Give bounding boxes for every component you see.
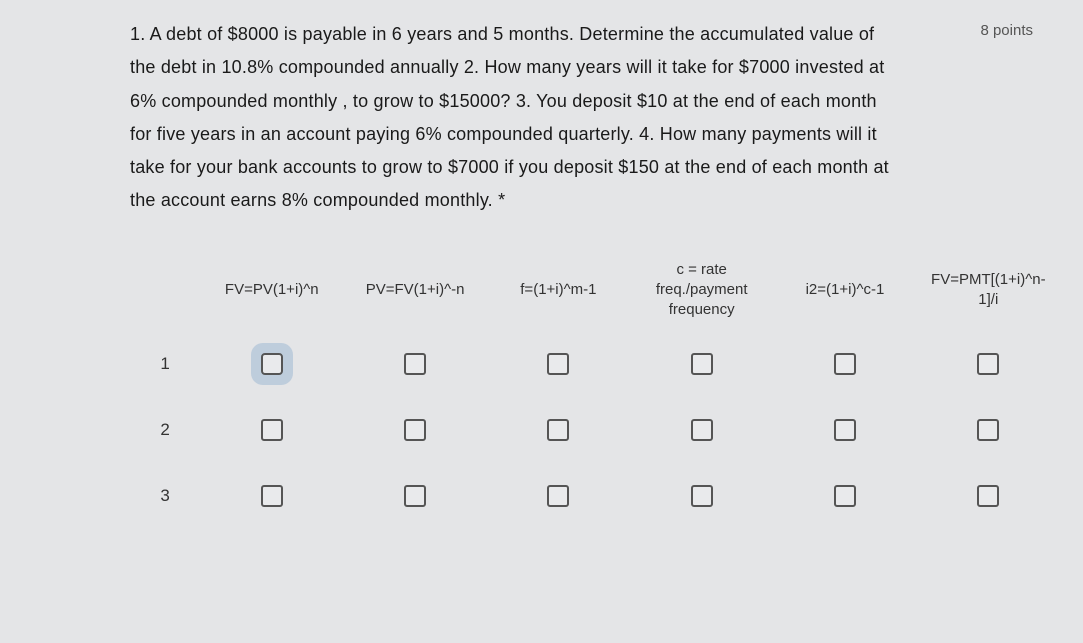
quiz-page: 8 points 1. A debt of $8000 is payable i… <box>0 0 1083 643</box>
checkbox-r1-c1[interactable] <box>261 353 283 375</box>
checkbox-r1-c3[interactable] <box>547 353 569 375</box>
checkbox-r3-c5[interactable] <box>834 485 856 507</box>
checkbox-r3-c2[interactable] <box>404 485 426 507</box>
checkbox-r2-c3[interactable] <box>547 419 569 441</box>
points-label: 8 points <box>980 22 1033 39</box>
checkbox-r1-c4[interactable] <box>691 353 713 375</box>
checkbox-r1-c2[interactable] <box>404 353 426 375</box>
grid-table: FV=PV(1+i)^n PV=FV(1+i)^-n f=(1+i)^m-1 c… <box>130 256 1060 529</box>
row-label: 3 <box>130 463 200 529</box>
checkbox-r1-c5[interactable] <box>834 353 856 375</box>
checkbox-r1-c6[interactable] <box>977 353 999 375</box>
grid-header-col: FV=PV(1+i)^n <box>200 256 343 331</box>
checkbox-r2-c4[interactable] <box>691 419 713 441</box>
checkbox-r3-c1[interactable] <box>261 485 283 507</box>
grid-body: 1 2 3 <box>130 331 1060 529</box>
grid-header-col: c = rate freq./payment frequency <box>630 256 773 331</box>
table-row: 1 <box>130 331 1060 397</box>
row-label: 2 <box>130 397 200 463</box>
checkbox-r3-c3[interactable] <box>547 485 569 507</box>
checkbox-r2-c1[interactable] <box>261 419 283 441</box>
table-row: 3 <box>130 463 1060 529</box>
grid-header-empty <box>130 256 200 331</box>
checkbox-r2-c2[interactable] <box>404 419 426 441</box>
table-row: 2 <box>130 397 1060 463</box>
row-label: 1 <box>130 331 200 397</box>
checkbox-r2-c5[interactable] <box>834 419 856 441</box>
grid-header-row: FV=PV(1+i)^n PV=FV(1+i)^-n f=(1+i)^m-1 c… <box>130 256 1060 331</box>
grid-header-col: i2=(1+i)^c-1 <box>773 256 916 331</box>
grid-header-col: f=(1+i)^m-1 <box>487 256 630 331</box>
grid-header-col: PV=FV(1+i)^-n <box>343 256 486 331</box>
answer-grid: FV=PV(1+i)^n PV=FV(1+i)^-n f=(1+i)^m-1 c… <box>130 256 1060 529</box>
checkbox-r2-c6[interactable] <box>977 419 999 441</box>
question-text: 1. A debt of $8000 is payable in 6 years… <box>130 18 900 218</box>
question-block: 8 points 1. A debt of $8000 is payable i… <box>130 18 1053 218</box>
checkbox-r3-c6[interactable] <box>977 485 999 507</box>
checkbox-r3-c4[interactable] <box>691 485 713 507</box>
grid-header-col: FV=PMT[(1+i)^n-1]/i <box>917 256 1060 331</box>
